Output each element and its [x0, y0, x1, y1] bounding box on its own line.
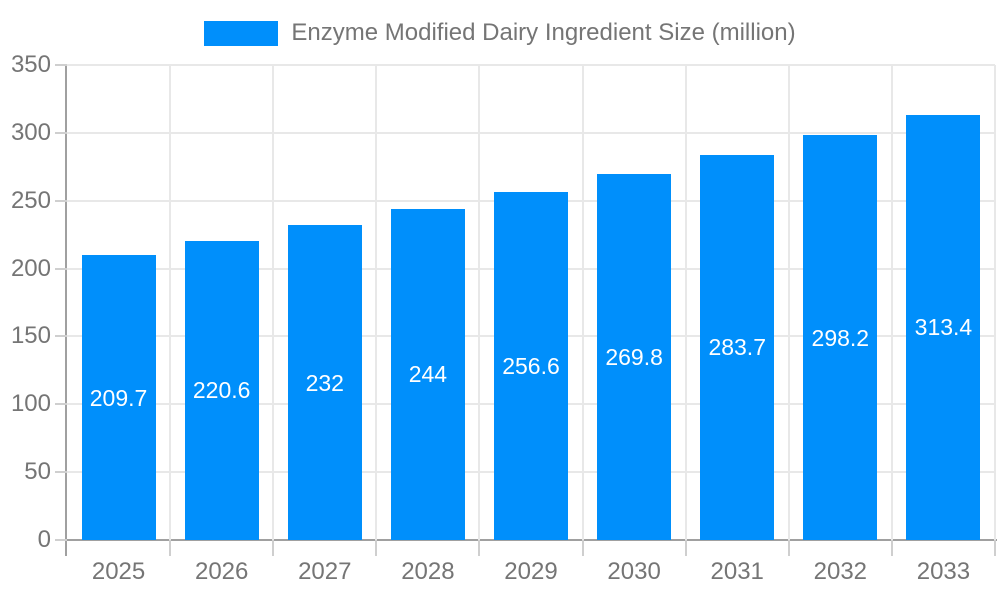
x-axis-label: 2028	[401, 558, 455, 585]
bar-value-label: 269.8	[605, 343, 663, 370]
x-axis-tick	[994, 540, 996, 556]
gridline-vertical	[787, 65, 790, 540]
gridline-vertical	[581, 65, 584, 540]
x-axis-tick	[478, 540, 481, 556]
gridline-vertical	[478, 65, 481, 540]
y-axis-tick	[55, 335, 67, 338]
gridline-vertical	[890, 65, 893, 540]
bar[interactable]: 244	[390, 208, 465, 540]
y-axis-label: 200	[10, 254, 51, 282]
gridline-vertical	[272, 65, 275, 540]
y-axis-tick	[55, 403, 67, 406]
y-axis-line	[65, 65, 67, 556]
bar-value-label: 313.4	[914, 314, 973, 341]
y-axis-label: 0	[37, 526, 51, 553]
bar[interactable]: 256.6	[494, 191, 568, 540]
bar[interactable]: 298.2	[803, 135, 878, 540]
x-axis-label: 2031	[710, 558, 764, 585]
legend-label: Enzyme Modified Dairy Ingredient Size (m…	[291, 19, 796, 46]
x-axis-label: 2030	[607, 558, 661, 585]
x-axis-tick	[684, 540, 687, 556]
bar[interactable]: 232	[287, 225, 362, 540]
x-axis-label: 2025	[91, 558, 146, 585]
x-axis-label: 2027	[298, 558, 352, 585]
bar[interactable]: 283.7	[700, 154, 775, 540]
y-axis-label: 100	[10, 390, 51, 418]
x-axis-label: 2029	[504, 558, 558, 585]
y-axis-tick	[55, 199, 67, 202]
y-axis-label: 50	[24, 458, 51, 486]
x-axis-tick	[169, 540, 172, 556]
bar-value-label: 256.6	[502, 352, 560, 379]
x-axis-line	[65, 539, 997, 541]
gridline-vertical	[994, 65, 996, 540]
bar[interactable]: 220.6	[184, 240, 259, 540]
bar-value-label: 220.6	[192, 377, 251, 404]
x-axis-tick	[890, 540, 893, 556]
gridline-vertical	[684, 65, 687, 540]
x-axis-label: 2032	[813, 558, 868, 585]
bar[interactable]: 209.7	[81, 255, 156, 540]
y-axis-tick	[55, 64, 67, 66]
chart-legend[interactable]: Enzyme Modified Dairy Ingredient Size (m…	[0, 19, 1000, 47]
y-axis-tick	[55, 539, 67, 541]
bar[interactable]: 313.4	[906, 114, 981, 540]
y-axis-label: 250	[10, 186, 51, 214]
gridline-vertical	[169, 65, 172, 540]
x-axis-tick	[272, 540, 275, 556]
bar-value-label: 298.2	[811, 324, 870, 351]
x-axis-label: 2026	[194, 558, 249, 585]
x-axis-tick	[581, 540, 584, 556]
y-axis-tick	[55, 131, 67, 134]
gridline-horizontal	[67, 64, 995, 66]
x-axis-label: 2033	[916, 558, 971, 585]
y-axis-label: 150	[10, 322, 51, 350]
y-axis-label: 300	[10, 118, 51, 146]
x-axis-tick	[375, 540, 378, 556]
x-axis-tick	[787, 540, 790, 556]
legend-swatch	[204, 20, 279, 46]
y-axis-label: 350	[10, 51, 51, 78]
bar-value-label: 283.7	[708, 334, 766, 361]
bar-value-label: 244	[408, 361, 448, 388]
y-axis-tick	[55, 471, 67, 474]
gridline-horizontal	[67, 131, 995, 134]
gridline-vertical	[375, 65, 378, 540]
plot-area: 209.7 220.6 232 244 256.6 269.8 283.7 298.2 313.…	[67, 64, 996, 540]
bar[interactable]: 269.8	[597, 173, 672, 540]
bar-value-label: 232	[305, 369, 344, 396]
y-axis-tick	[55, 267, 67, 270]
bar-value-label: 209.7	[89, 384, 148, 411]
